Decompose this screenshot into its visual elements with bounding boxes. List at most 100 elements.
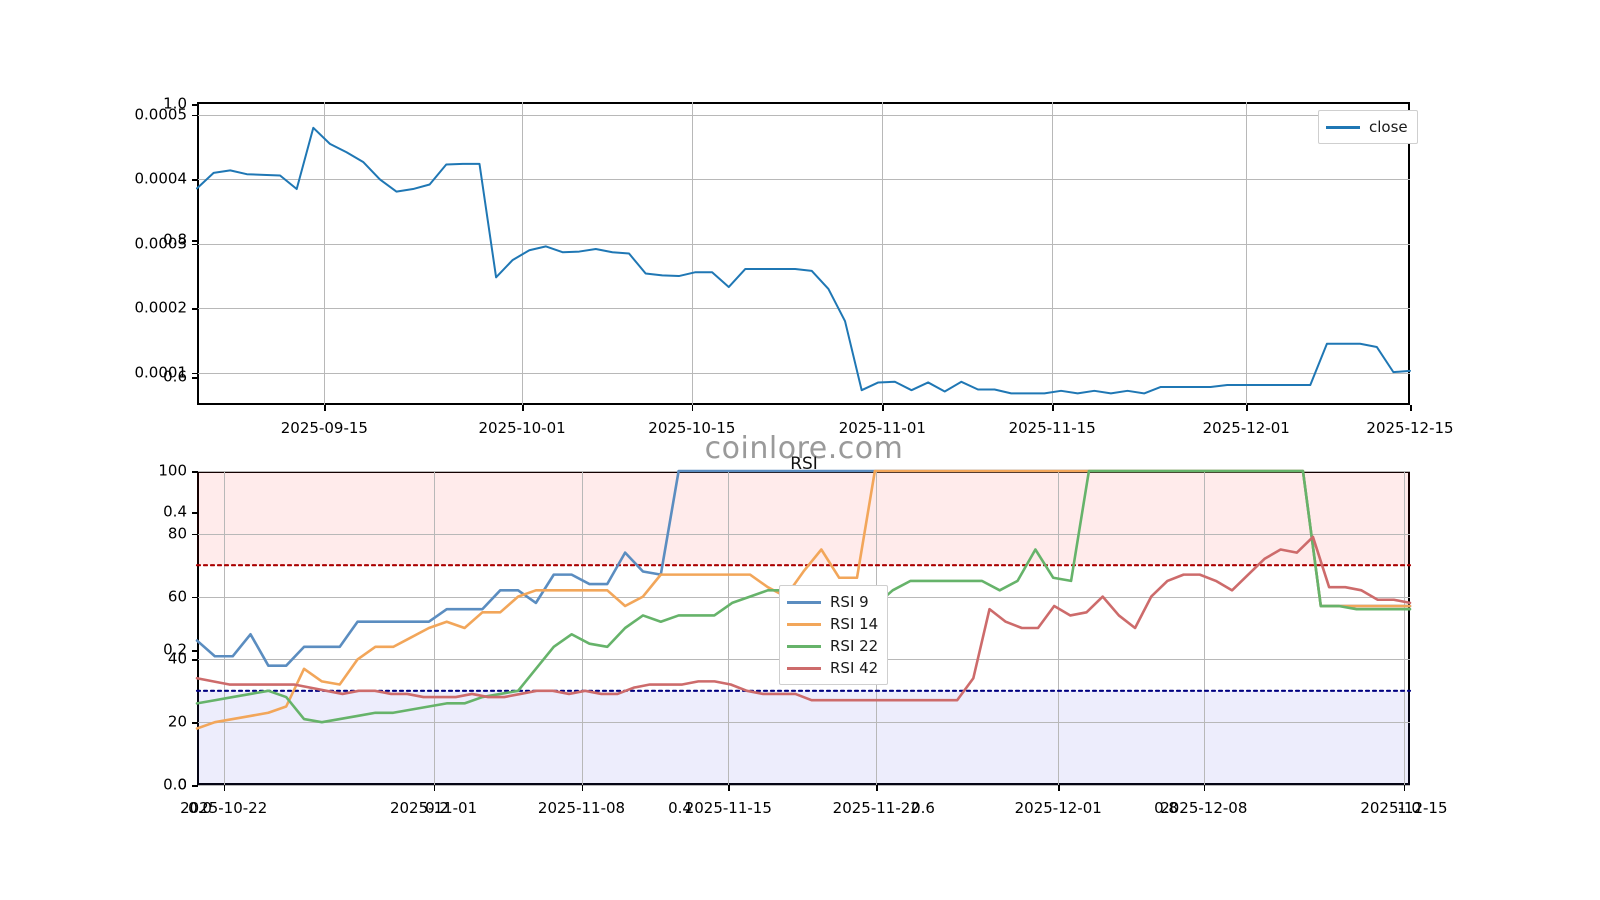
secondary-x-axis-tick-label: 0.6 xyxy=(911,799,935,817)
secondary-y-axis-tick-label: 0.0 xyxy=(163,775,187,794)
price-legend-item[interactable]: close xyxy=(1326,116,1408,138)
tick-mark xyxy=(192,533,198,536)
tick-mark xyxy=(192,240,198,242)
gridline xyxy=(1203,471,1205,785)
tick-mark xyxy=(192,104,198,106)
legend-line-swatch-icon xyxy=(787,622,821,626)
tick-mark xyxy=(1410,405,1412,411)
secondary-y-axis-tick-label: 0.2 xyxy=(163,640,187,659)
watermark: coinlore.com xyxy=(704,431,904,466)
x-axis-tick-label: 2025-10-15 xyxy=(648,419,736,437)
y-axis-tick-label: 100 xyxy=(158,461,187,480)
tick-mark xyxy=(876,785,878,791)
legend-line-swatch-icon xyxy=(787,644,821,648)
y-axis-tick-label: 20 xyxy=(167,712,187,731)
gridline xyxy=(223,471,225,785)
price-series-close xyxy=(196,126,1411,395)
tick-mark xyxy=(192,512,198,514)
secondary-y-axis-tick-label: 0.6 xyxy=(163,367,187,386)
price-legend[interactable]: close xyxy=(1318,110,1418,144)
y-axis-tick-label: 0.0005 xyxy=(134,105,188,124)
x-axis-tick-label: 2025-10-01 xyxy=(478,419,566,437)
price-chart-panel: 0.0005 0.0004 0.0003 0.0002 0.0001 1.0 0.8 0.6… xyxy=(134,94,1454,437)
gridline xyxy=(197,785,1410,786)
gridline xyxy=(197,243,1410,245)
tick-mark xyxy=(192,650,198,652)
tick-mark xyxy=(192,114,198,117)
tick-mark xyxy=(882,405,884,411)
tick-mark xyxy=(192,596,198,599)
rsi-line-rsi-42 xyxy=(195,535,1412,702)
gridline xyxy=(324,102,326,405)
x-axis-tick-label: 2025-12-15 xyxy=(1366,419,1454,437)
y-axis-tick-label: 0.0003 xyxy=(134,234,188,253)
gridline xyxy=(1058,471,1060,785)
secondary-y-axis-tick-label: 0.8 xyxy=(163,230,187,249)
tick-mark xyxy=(192,722,198,724)
rsi-legend-label: RSI 22 xyxy=(830,636,879,655)
y-axis-tick-label: 60 xyxy=(167,587,187,606)
legend-line-swatch-icon xyxy=(787,600,821,604)
tick-mark xyxy=(192,471,198,473)
tick-mark xyxy=(192,308,198,310)
gridline xyxy=(197,533,1410,535)
tick-mark xyxy=(581,785,584,791)
legend-line-swatch-icon xyxy=(787,666,821,670)
tick-mark xyxy=(192,377,198,379)
tick-mark xyxy=(1052,405,1054,411)
gridline xyxy=(197,308,1410,310)
x-axis-tick-label: 2025-11-15 xyxy=(684,799,772,817)
secondary-x-axis-tick-label: 0.8 xyxy=(1154,799,1178,817)
rsi-legend-item[interactable]: RSI 9 xyxy=(787,591,878,613)
gridline xyxy=(197,114,1410,116)
gridline xyxy=(882,102,884,405)
y-axis-tick-label: 0.0001 xyxy=(134,363,188,382)
y-axis-tick-label: 40 xyxy=(167,649,187,668)
gridline xyxy=(1052,102,1054,405)
x-axis-tick-label: 2025-12-01 xyxy=(1014,799,1102,817)
x-axis-tick-label: 2025-11-22 xyxy=(832,799,920,817)
rsi-legend-item[interactable]: RSI 42 xyxy=(787,657,878,679)
tick-mark xyxy=(691,405,694,411)
tick-mark xyxy=(433,785,436,791)
oversold-band xyxy=(197,690,1410,785)
gridline xyxy=(728,471,730,785)
tick-mark xyxy=(522,405,524,411)
tick-mark xyxy=(324,405,326,411)
gridline xyxy=(197,372,1410,374)
price-line-close xyxy=(196,126,1411,395)
gridline xyxy=(1246,102,1248,405)
secondary-x-axis-tick-label: 0.2 xyxy=(425,799,449,817)
rsi-legend-item[interactable]: RSI 14 xyxy=(787,613,878,635)
rsi-panel-title: RSI xyxy=(790,454,818,474)
tick-mark xyxy=(728,785,730,791)
gridline xyxy=(433,471,435,785)
secondary-x-axis-tick-label: 0.4 xyxy=(668,799,692,817)
rsi-legend-label: RSI 42 xyxy=(830,658,879,677)
y-axis-tick-label: 0.0002 xyxy=(134,298,188,317)
y-axis-tick-label: 80 xyxy=(167,524,187,543)
y-axis-tick-label: 0.0004 xyxy=(134,169,188,188)
price-legend-label: close xyxy=(1369,117,1408,136)
tick-mark xyxy=(192,372,198,375)
x-axis-tick-label: 2025-11-15 xyxy=(1008,419,1096,437)
secondary-y-axis-tick-label: 0.4 xyxy=(163,502,187,521)
overbought-band xyxy=(197,471,1410,566)
legend-line-swatch-icon xyxy=(1326,125,1360,129)
x-axis-tick-label: 2025-09-15 xyxy=(280,419,368,437)
x-axis-tick-label: 2025-12-15 xyxy=(1360,799,1448,817)
x-axis-tick-label: 2025-11-01 xyxy=(838,419,926,437)
secondary-y-axis-tick-label: 1.0 xyxy=(163,94,187,113)
rsi-legend[interactable]: RSI 9 RSI 14 RSI 22 RSI 42 xyxy=(779,585,889,685)
rsi-legend-label: RSI 14 xyxy=(830,614,879,633)
tick-mark xyxy=(1058,785,1060,791)
tick-mark xyxy=(1403,785,1406,791)
y-axis-tick-label: 0 xyxy=(177,775,187,794)
gridline xyxy=(581,471,583,785)
x-axis-tick-label: 2025-11-08 xyxy=(537,799,626,817)
gridline xyxy=(1403,471,1405,785)
tick-mark xyxy=(192,785,198,787)
rsi-legend-item[interactable]: RSI 22 xyxy=(787,635,878,657)
